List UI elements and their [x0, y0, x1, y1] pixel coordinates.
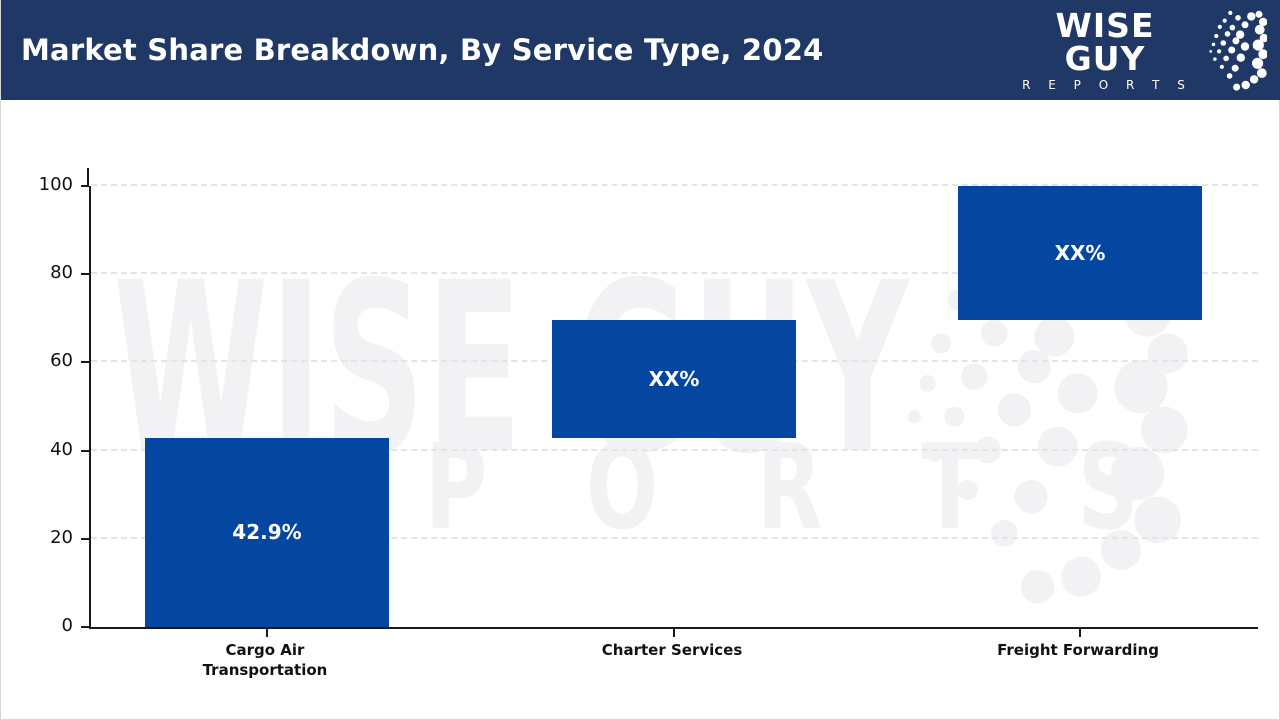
x-tick-label: Freight Forwarding [997, 641, 1159, 659]
x-tick-mark [265, 629, 268, 637]
y-tick-mark [81, 537, 89, 540]
x-tick-label: Cargo Air Transportation [202, 641, 328, 680]
x-tick-mark [1079, 629, 1082, 637]
y-tick-label: 100 [38, 174, 73, 195]
y-tick-label: 60 [50, 350, 73, 372]
bar-freight-forwarding: XX% [958, 186, 1203, 321]
page-title: Market Share Breakdown, By Service Type,… [21, 33, 824, 67]
y-tick-label: 40 [50, 438, 73, 460]
brand-logo-text: WISE GUY R E P O R T S [1017, 9, 1193, 92]
bar-value-label: XX% [648, 366, 700, 391]
brand-subtitle: R E P O R T S [1022, 77, 1192, 92]
bar-charter-services: XX% [552, 320, 797, 438]
bar-cargo-air-transportation: 42.9% [144, 437, 389, 627]
y-tick-mark [81, 273, 89, 276]
y-tick-mark [81, 626, 89, 628]
plot-area: 42.9% XX% XX% [81, 184, 1258, 637]
bar-value-label: XX% [1054, 241, 1106, 266]
y-tick-mark [81, 185, 89, 187]
gridline [91, 272, 1258, 275]
gridline [91, 184, 1258, 186]
header-bar: Market Share Breakdown, By Service Type,… [1, 0, 1280, 100]
y-tick-label: 20 [50, 526, 73, 548]
y-tick-label: 80 [50, 262, 73, 284]
brand-logo: WISE GUY R E P O R T S [1017, 6, 1267, 94]
brand-name: WISE GUY [1055, 5, 1155, 78]
brand-face-dots-icon [1209, 10, 1267, 91]
gridline [91, 448, 1258, 451]
y-axis-spine-extension [87, 168, 89, 186]
gridline [91, 536, 1258, 539]
y-tick-mark [81, 361, 89, 364]
x-tick-mark [673, 629, 676, 637]
bar-value-label: 42.9% [232, 520, 302, 545]
y-tick-label: 0 [61, 615, 73, 636]
x-tick-label: Charter Services [601, 641, 743, 659]
y-tick-mark [81, 449, 89, 452]
